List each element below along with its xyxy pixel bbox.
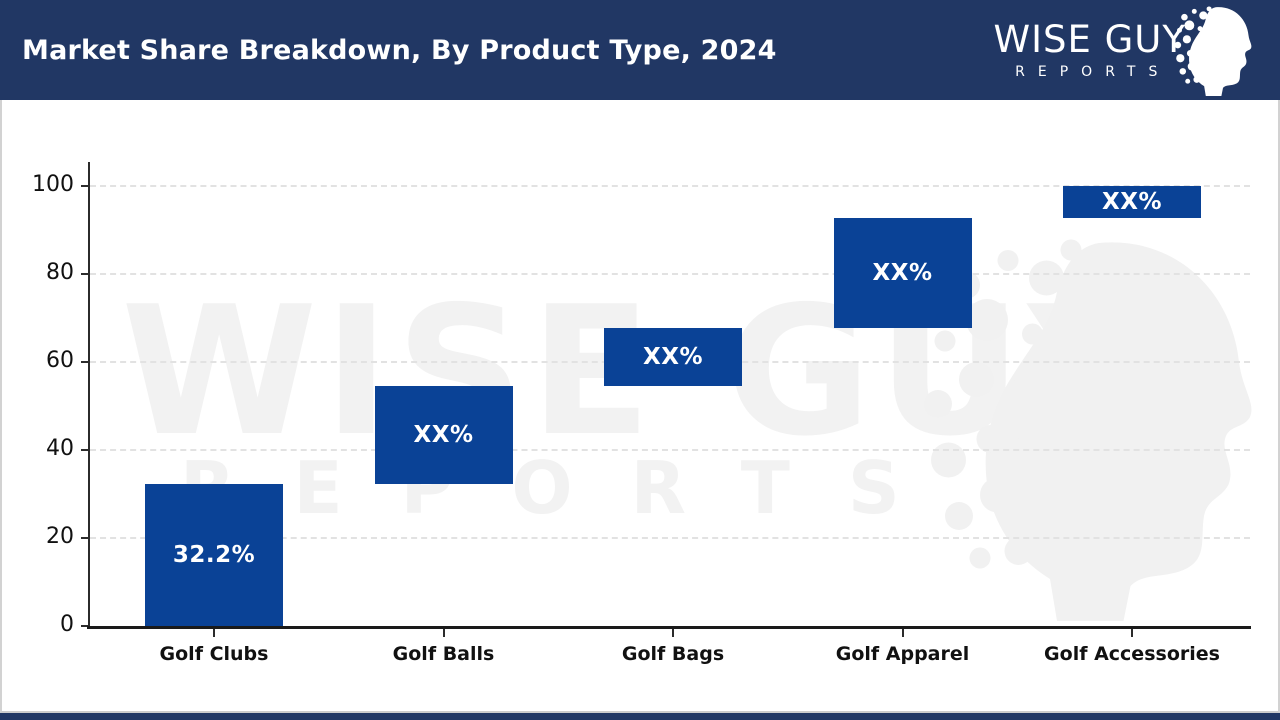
watermark-head-icon	[924, 239, 1252, 621]
bar-golf-balls: XX%	[374, 386, 513, 485]
x-axis-line	[87, 626, 1251, 629]
bar-golf-clubs: 32.2%	[145, 484, 283, 626]
x-tick-mark	[213, 629, 215, 637]
x-tick-label: Golf Clubs	[159, 643, 269, 665]
logo-wordmark: WISE GUY	[993, 18, 1186, 61]
y-tick-label: 100	[32, 172, 74, 197]
footer-bar	[0, 713, 1280, 720]
y-tick-mark	[81, 361, 89, 363]
bar-value-label: XX%	[872, 260, 933, 287]
x-tick-mark	[442, 629, 445, 637]
y-tick-mark	[81, 537, 89, 539]
bar-golf-apparel: XX%	[833, 218, 972, 329]
y-tick-label: 20	[46, 524, 74, 549]
x-tick-mark	[672, 629, 674, 637]
gridline-80	[90, 273, 1250, 275]
y-tick-mark	[81, 449, 89, 451]
x-tick-label: Golf Apparel	[835, 643, 970, 665]
gridline-20	[90, 537, 1250, 539]
x-tick-label: Golf Bags	[621, 643, 725, 665]
page-title: Market Share Breakdown, By Product Type,…	[22, 34, 777, 66]
bar-golf-bags: XX%	[604, 328, 742, 387]
wise-guy-logo: WISE GUY REPORTS	[994, 4, 1258, 96]
gridline-40	[90, 449, 1250, 451]
chart-area: WISE GUY REPORTS 0 20 40 60 80 100 32.2% Golf C…	[0, 100, 1280, 713]
y-tick-label: 60	[46, 348, 74, 373]
x-tick-label: Golf Accessories	[1044, 643, 1220, 665]
bar-value-label: XX%	[1101, 189, 1162, 216]
x-tick-mark	[1131, 629, 1133, 637]
gridline-100	[90, 185, 1250, 187]
logo-subtitle: REPORTS	[1015, 64, 1171, 80]
y-tick-label: 0	[60, 612, 74, 637]
logo-head-icon	[1174, 6, 1252, 96]
logo-text: WISE GUY REPORTS	[994, 21, 1186, 79]
bar-value-label: 32.2%	[172, 542, 256, 569]
bar-value-label: XX%	[642, 344, 703, 371]
x-tick-label: Golf Balls	[392, 643, 495, 665]
y-tick-label: 40	[46, 436, 74, 461]
y-axis-line	[88, 162, 90, 628]
watermark-subtitle: REPORTS	[180, 446, 958, 530]
bar-golf-accessories: XX%	[1063, 186, 1201, 219]
bar-value-label: XX%	[413, 422, 474, 449]
header: Market Share Breakdown, By Product Type,…	[0, 0, 1280, 100]
y-tick-mark	[81, 273, 89, 275]
y-tick-label: 80	[46, 260, 74, 285]
y-tick-mark	[81, 185, 89, 187]
x-tick-mark	[901, 629, 904, 637]
y-tick-mark	[81, 625, 89, 627]
